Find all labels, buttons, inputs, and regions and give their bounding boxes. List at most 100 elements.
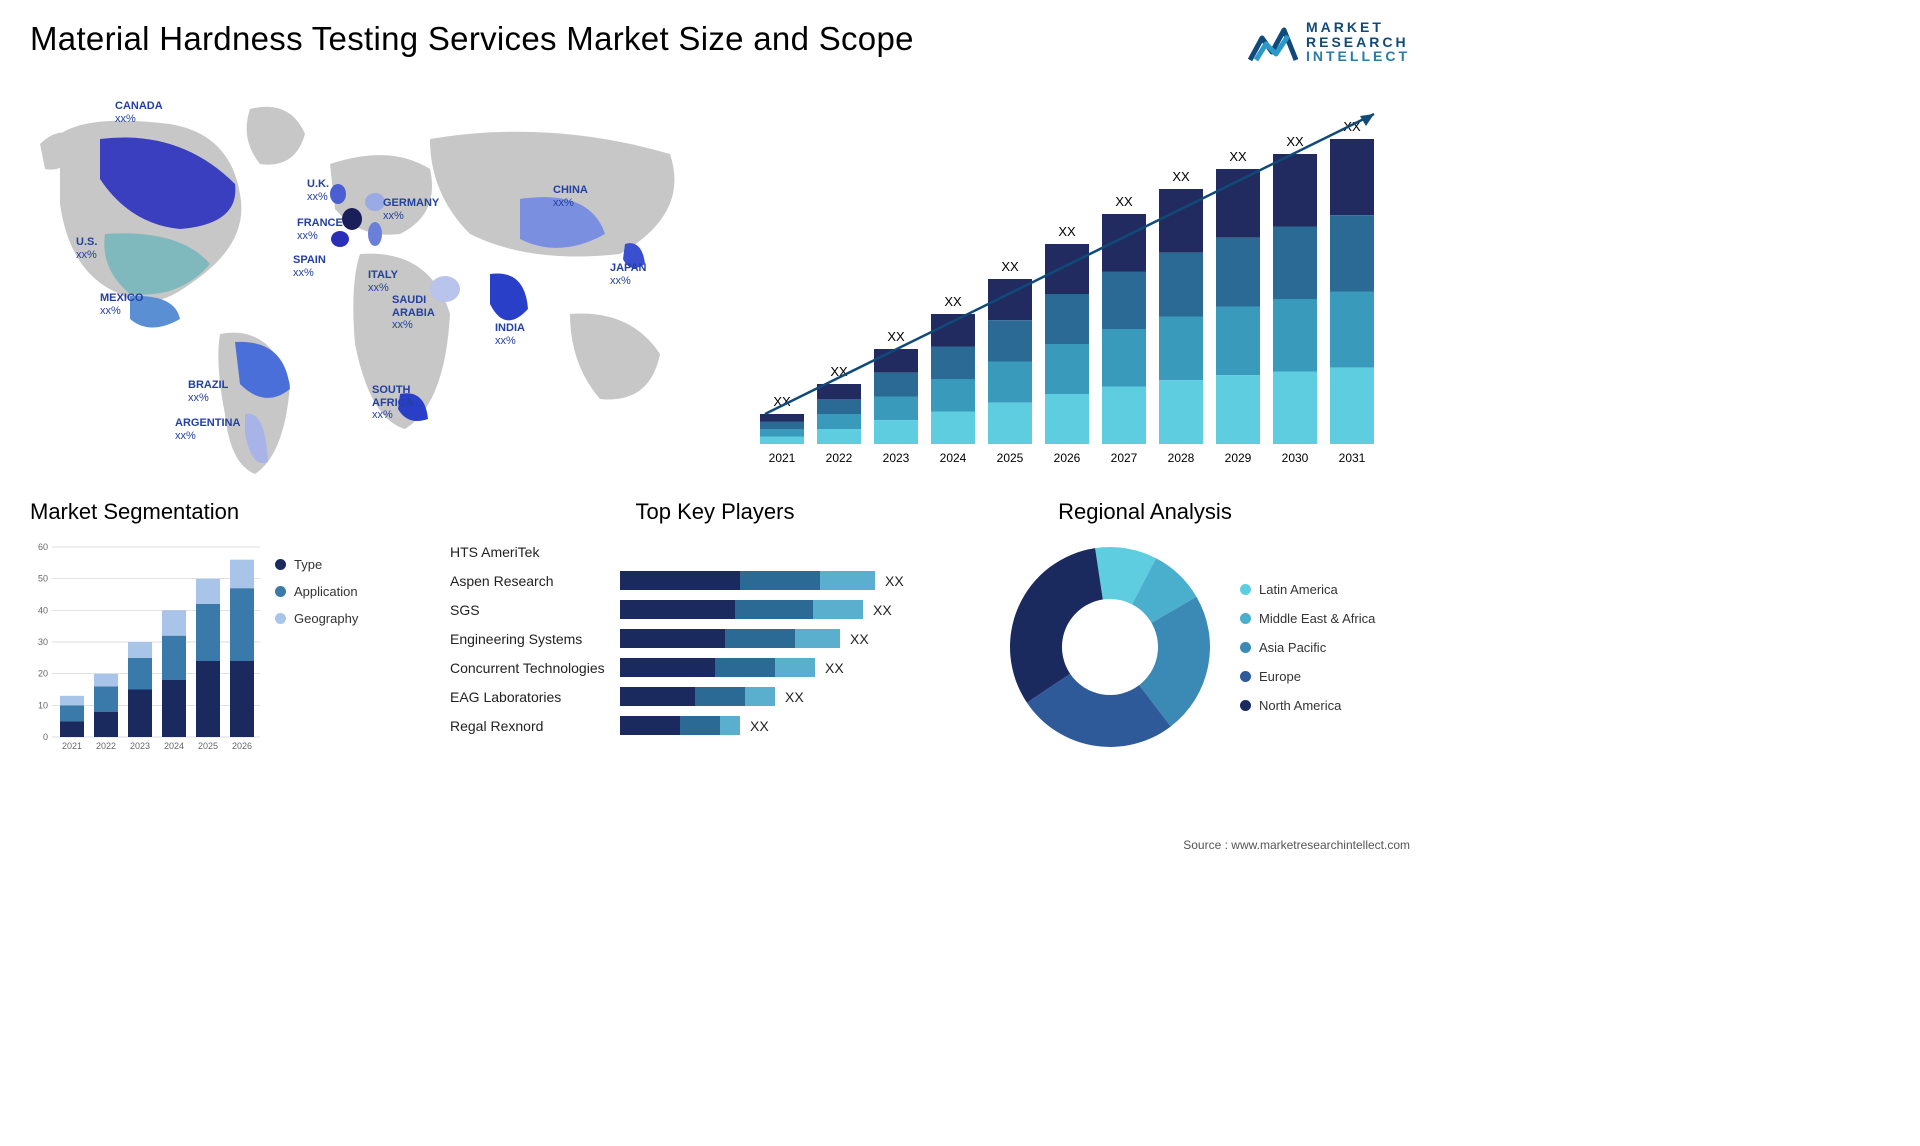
player-bar-seg: [820, 571, 875, 590]
donut-svg: [1000, 537, 1220, 757]
map-label-mexico: MEXICOxx%: [100, 292, 143, 317]
map-label-uk: U.K.xx%: [307, 178, 329, 203]
map-label-southafrica: SOUTHAFRICAxx%: [372, 384, 414, 422]
growth-year-label: 2029: [1225, 451, 1252, 465]
player-value: XX: [885, 573, 904, 589]
player-row: SGS XX: [450, 595, 980, 624]
growth-bar-seg: [931, 347, 975, 380]
seg-bar-seg: [60, 721, 84, 737]
map-label-canada: CANADAxx%: [115, 100, 163, 125]
player-bar-seg: [620, 687, 695, 706]
growth-chart-svg: XX2021XX2022XX2023XX2024XX2025XX2026XX20…: [740, 84, 1410, 484]
growth-bar-seg: [760, 437, 804, 445]
player-bar-seg: [715, 658, 775, 677]
growth-bar-seg: [1330, 368, 1374, 444]
growth-chart: XX2021XX2022XX2023XX2024XX2025XX2026XX20…: [740, 84, 1410, 484]
legend-dot: [1240, 642, 1251, 653]
map-label-china: CHINAxx%: [553, 184, 588, 209]
growth-bar-seg: [988, 403, 1032, 444]
growth-bar-seg: [874, 349, 918, 373]
growth-bar-seg: [874, 420, 918, 444]
growth-bar-seg: [1045, 344, 1089, 394]
player-bar-seg: [720, 716, 740, 735]
seg-bar-seg: [128, 658, 152, 690]
growth-bar-seg: [1273, 372, 1317, 445]
seg-bar-seg: [196, 604, 220, 661]
growth-bar-seg: [874, 373, 918, 397]
growth-bar-seg: [1216, 169, 1260, 238]
growth-bar-seg: [760, 429, 804, 437]
map-label-germany: GERMANYxx%: [383, 197, 439, 222]
source-text: Source : www.marketresearchintellect.com: [1183, 838, 1410, 852]
growth-bar-seg: [760, 422, 804, 430]
growth-bar-seg: [817, 429, 861, 444]
player-bar: [620, 658, 815, 677]
growth-bar-seg: [874, 397, 918, 421]
map-france: [342, 208, 362, 230]
player-bar-seg: [795, 629, 840, 648]
seg-year-label: 2022: [96, 741, 116, 751]
seg-bar-seg: [196, 579, 220, 604]
growth-year-label: 2024: [940, 451, 967, 465]
legend-dot: [275, 559, 286, 570]
map-germany: [365, 193, 385, 211]
player-value: XX: [873, 602, 892, 618]
growth-bar-seg: [1102, 329, 1146, 387]
seg-bar-seg: [230, 588, 254, 661]
growth-bar-label: XX: [1229, 149, 1247, 164]
growth-bar-seg: [1330, 139, 1374, 215]
logo: MARKET RESEARCH INTELLECT: [1248, 20, 1410, 64]
growth-bar-seg: [1330, 292, 1374, 368]
player-bar-seg: [725, 629, 795, 648]
player-row: Concurrent Technologies XX: [450, 653, 980, 682]
player-bar-wrap: XX: [620, 658, 980, 677]
seg-ytick: 60: [38, 542, 48, 552]
regional-title: Regional Analysis: [1000, 499, 1410, 525]
player-row: HTS AmeriTek: [450, 537, 980, 566]
player-row: Engineering SystemsXX: [450, 624, 980, 653]
player-bar-wrap: XX: [620, 716, 980, 735]
regional-legend-item: Asia Pacific: [1240, 640, 1375, 655]
player-bar-wrap: [620, 542, 980, 561]
seg-year-label: 2023: [130, 741, 150, 751]
legend-dot: [275, 586, 286, 597]
growth-bar-label: XX: [1058, 224, 1076, 239]
legend-dot: [1240, 700, 1251, 711]
seg-legend-item: Application: [275, 584, 358, 599]
logo-icon: [1248, 20, 1298, 64]
player-name: Engineering Systems: [450, 631, 620, 647]
growth-bar-label: XX: [944, 294, 962, 309]
segmentation-chart: 0102030405060202120222023202420252026: [30, 537, 260, 757]
seg-bar-seg: [60, 705, 84, 721]
growth-bar-label: XX: [1172, 169, 1190, 184]
player-name: Regal Rexnord: [450, 718, 620, 734]
growth-bar-seg: [760, 414, 804, 422]
seg-year-label: 2021: [62, 741, 82, 751]
player-name: Concurrent Technologies: [450, 660, 620, 676]
growth-year-label: 2026: [1054, 451, 1081, 465]
regional-legend-item: North America: [1240, 698, 1375, 713]
map-label-spain: SPAINxx%: [293, 254, 326, 279]
map-label-india: INDIAxx%: [495, 322, 525, 347]
legend-label: Type: [294, 557, 322, 572]
player-name: EAG Laboratories: [450, 689, 620, 705]
player-bar-wrap: XX: [620, 600, 980, 619]
player-name: SGS: [450, 602, 620, 618]
segmentation-panel: Market Segmentation 01020304050602021202…: [30, 499, 430, 757]
world-map: CANADAxx%U.S.xx%MEXICOxx%BRAZILxx%ARGENT…: [30, 84, 710, 484]
growth-bar-label: XX: [1115, 194, 1133, 209]
growth-bar-seg: [931, 379, 975, 412]
growth-bar-seg: [988, 320, 1032, 361]
legend-dot: [1240, 613, 1251, 624]
players-list: HTS AmeriTekAspen ResearchXXSGSXXEnginee…: [450, 537, 980, 740]
player-value: XX: [825, 660, 844, 676]
growth-bar-label: XX: [887, 329, 905, 344]
seg-ytick: 10: [38, 700, 48, 710]
player-value: XX: [785, 689, 804, 705]
growth-bar-seg: [1330, 215, 1374, 291]
growth-bar-seg: [817, 399, 861, 414]
player-row: EAG Laboratories XX: [450, 682, 980, 711]
player-bar-seg: [680, 716, 720, 735]
player-bar-seg: [620, 571, 740, 590]
growth-bar-seg: [1159, 253, 1203, 317]
